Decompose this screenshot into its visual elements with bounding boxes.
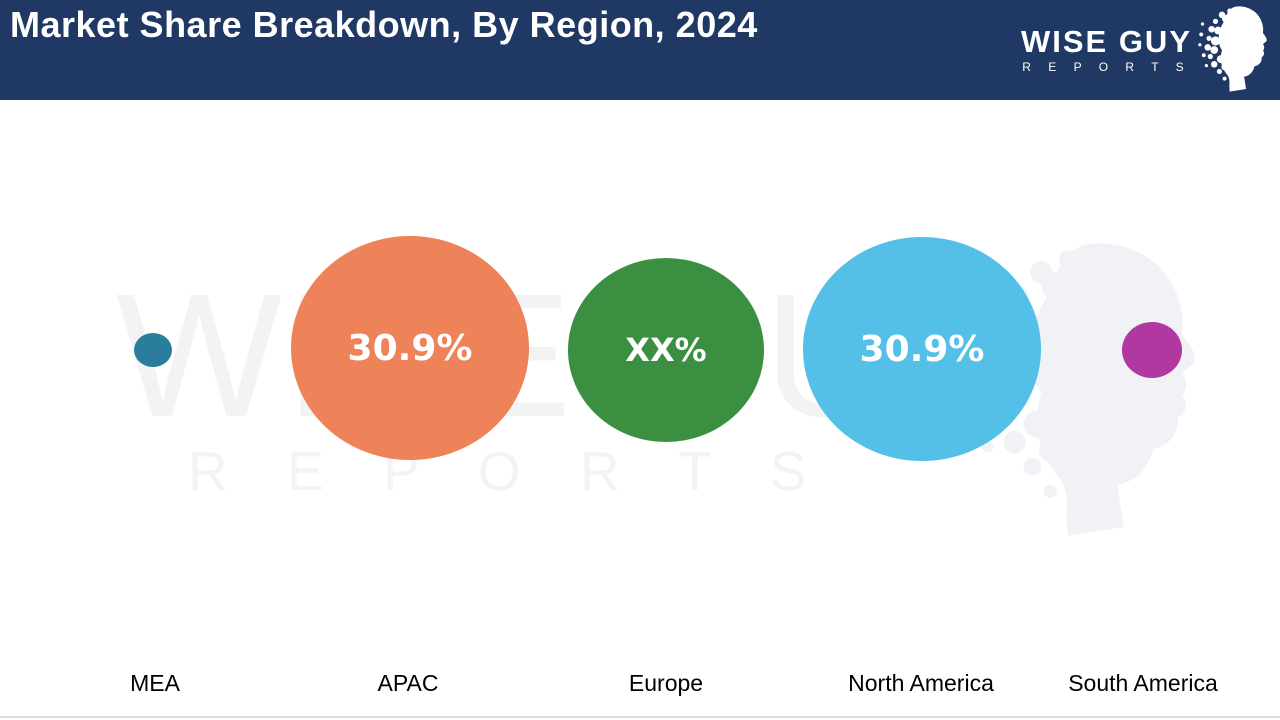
category-label-europe: Europe (628, 670, 704, 696)
brand-reports-label: R E P O R T S (1022, 60, 1191, 75)
bubble-value-europe: XX% (625, 331, 707, 369)
bubble-value-north-america: 30.9% (859, 328, 985, 370)
brand-face-icon (1198, 6, 1267, 92)
brand-logo: WISE GUY R E P O R T S (1021, 0, 1274, 100)
category-label-mea: MEA (130, 670, 180, 696)
bubble-north-america: 30.9% (803, 237, 1041, 461)
axis-baseline (0, 716, 1280, 718)
bubble-apac: 30.9% (291, 236, 529, 460)
bubble-europe: XX% (568, 258, 764, 442)
category-label-apac: APAC (377, 670, 439, 696)
bubble-south-america (1122, 322, 1182, 378)
bubble-value-apac: 30.9% (347, 327, 473, 369)
page-title: Market Share Breakdown, By Region, 2024 (10, 4, 758, 45)
bubble-mea (134, 333, 172, 367)
category-label-south-america: South America (1068, 670, 1218, 696)
header: Market Share Breakdown, By Region, 2024 … (0, 0, 1280, 100)
category-label-north-america: North America (848, 670, 994, 696)
brand-wordmark: WISE GUY (1020, 23, 1192, 59)
brand-text: WISE GUY R E P O R T S (1020, 23, 1192, 75)
